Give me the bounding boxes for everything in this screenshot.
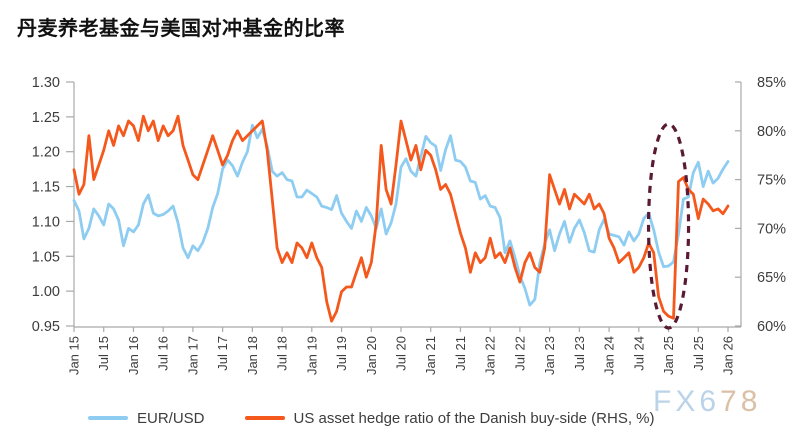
svg-text:Jul 21: Jul 21	[453, 336, 468, 371]
chart-title: 丹麦养老基金与美国对冲基金的比率	[17, 18, 345, 40]
legend-label-hedge-ratio: US asset hedge ratio of the Danish buy-s…	[293, 409, 655, 427]
hedge-ratio-line	[72, 114, 730, 323]
svg-text:Jan 25: Jan 25	[661, 336, 676, 375]
axes	[73, 82, 742, 328]
y-axis-right-labels: 85% 80% 75% 70% 65% 60%	[735, 75, 786, 335]
svg-text:Jan 20: Jan 20	[364, 336, 379, 375]
svg-text:Jan 16: Jan 16	[126, 336, 141, 375]
svg-text:0.95: 0.95	[32, 319, 60, 335]
svg-text:Jul 25: Jul 25	[691, 336, 706, 371]
svg-text:70%: 70%	[757, 221, 786, 237]
svg-text:1.20: 1.20	[32, 145, 60, 161]
svg-text:Jan 19: Jan 19	[304, 336, 319, 375]
svg-text:Jan 18: Jan 18	[245, 336, 260, 375]
svg-text:Jan 26: Jan 26	[721, 336, 736, 375]
svg-text:1.05: 1.05	[32, 249, 60, 265]
svg-text:1.30: 1.30	[32, 75, 60, 91]
svg-text:60%: 60%	[757, 319, 786, 335]
svg-text:Jan 22: Jan 22	[483, 336, 498, 375]
legend-label-eurusd: EUR/USD	[137, 409, 205, 427]
legend: EUR/USD US asset hedge ratio of the Dani…	[88, 405, 655, 431]
svg-text:Jul 20: Jul 20	[394, 336, 409, 371]
highlight-ellipse	[646, 122, 691, 330]
svg-text:1.10: 1.10	[32, 214, 60, 230]
svg-text:1.00: 1.00	[32, 284, 60, 300]
svg-text:Jul 15: Jul 15	[96, 336, 111, 371]
svg-text:Jul 24: Jul 24	[631, 336, 646, 371]
svg-text:Jan 23: Jan 23	[542, 336, 557, 375]
svg-text:Jan 17: Jan 17	[185, 336, 200, 375]
svg-text:Jul 22: Jul 22	[512, 336, 527, 371]
legend-swatch-eurusd	[88, 416, 128, 420]
svg-text:1.25: 1.25	[32, 110, 60, 126]
x-axis-labels: Jan 15 Jul 15 Jan 16 Jul 16 Jan 17 Jul 17 Jan …	[67, 327, 736, 375]
svg-text:75%: 75%	[757, 173, 786, 189]
svg-text:Jul 19: Jul 19	[334, 336, 349, 371]
svg-text:Jul 23: Jul 23	[572, 336, 587, 371]
svg-text:Jan 21: Jan 21	[423, 336, 438, 375]
svg-text:Jul 17: Jul 17	[215, 336, 230, 371]
y-axis-left-labels: 1.30 1.25 1.20 1.15 1.10 1.05 1.00 0.95	[32, 75, 74, 335]
svg-text:Jan 24: Jan 24	[602, 336, 617, 375]
eurusd-line	[72, 123, 730, 307]
legend-swatch-hedge-ratio	[244, 416, 285, 420]
svg-text:Jan 15: Jan 15	[67, 336, 82, 375]
svg-text:Jul 16: Jul 16	[156, 336, 171, 371]
svg-text:1.15: 1.15	[32, 180, 60, 196]
svg-text:65%: 65%	[757, 270, 786, 286]
svg-text:80%: 80%	[757, 124, 786, 140]
svg-text:Jul 18: Jul 18	[275, 336, 290, 371]
svg-text:85%: 85%	[757, 75, 786, 91]
